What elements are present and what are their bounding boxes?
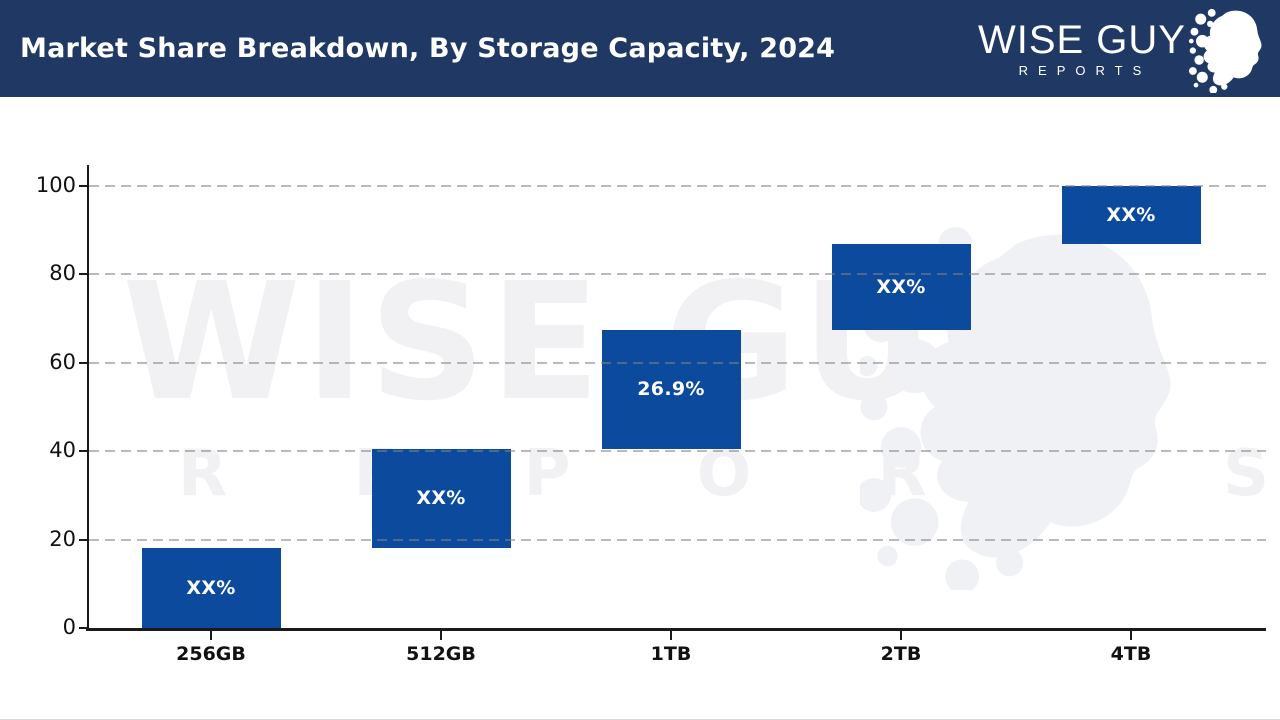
wiseguy-face-icon <box>1188 8 1262 93</box>
page-title: Market Share Breakdown, By Storage Capac… <box>20 33 836 64</box>
y-tick-80 <box>79 273 87 276</box>
y-tick-label: 20 <box>49 526 76 551</box>
gridline-60 <box>89 361 1266 364</box>
x-tick-2TB <box>900 631 902 640</box>
bar-value-label: 26.9% <box>637 378 705 401</box>
x-tick-label: 2TB <box>880 643 922 665</box>
x-tick-label: 512GB <box>406 643 476 665</box>
bar-value-label: XX% <box>876 275 926 298</box>
x-tick-label: 4TB <box>1110 643 1152 665</box>
bar-2TB: XX% <box>831 243 971 330</box>
bar-4TB: XX% <box>1061 186 1201 244</box>
header-banner: Market Share Breakdown, By Storage Capac… <box>0 0 1280 97</box>
bar-value-label: XX% <box>186 576 236 599</box>
y-tick-label: 0 <box>62 615 76 639</box>
gridline-80 <box>89 273 1266 276</box>
bar-512GB: XX% <box>371 448 511 548</box>
y-axis <box>87 165 89 631</box>
logo-wordmark: WISE GUY <box>977 17 1186 62</box>
y-tick-label: 40 <box>49 438 76 463</box>
gridline-20 <box>89 538 1266 541</box>
x-tick-512GB <box>440 631 442 640</box>
y-tick-100 <box>79 185 87 187</box>
gridline-40 <box>89 450 1266 453</box>
y-tick-20 <box>79 538 87 541</box>
wiseguy-logo: WISE GUY REPORTS <box>978 5 1280 93</box>
y-tick-label: 100 <box>35 173 76 197</box>
x-tick-label: 256GB <box>176 643 246 665</box>
x-tick-4TB <box>1130 631 1132 640</box>
x-axis <box>86 628 1266 631</box>
bar-256GB: XX% <box>141 547 281 628</box>
bar-1TB: 26.9% <box>601 329 741 449</box>
y-tick-40 <box>79 450 87 453</box>
bar-value-label: XX% <box>416 487 466 510</box>
y-tick-0 <box>79 627 87 629</box>
y-tick-label: 60 <box>49 349 76 374</box>
x-tick-label: 1TB <box>650 643 692 665</box>
y-tick-60 <box>79 361 87 364</box>
gridline-100 <box>89 185 1266 187</box>
bar-value-label: XX% <box>1106 203 1156 226</box>
wiseguy-logo-text: WISE GUY REPORTS <box>978 20 1186 78</box>
y-tick-label: 80 <box>49 261 76 286</box>
x-tick-256GB <box>210 631 212 640</box>
logo-subtitle: REPORTS <box>1018 62 1152 78</box>
x-tick-1TB <box>670 631 672 640</box>
